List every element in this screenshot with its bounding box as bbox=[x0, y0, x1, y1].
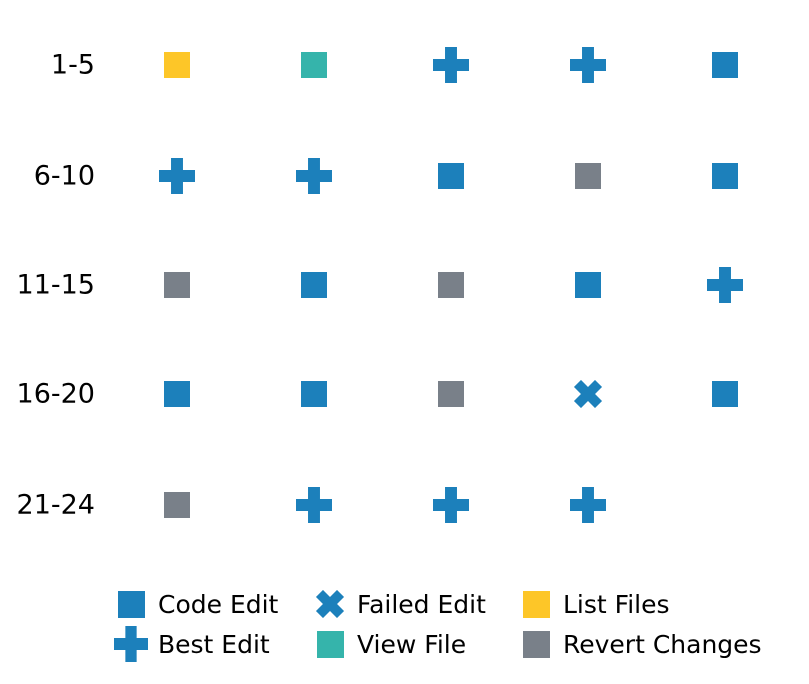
legend-label: Revert Changes bbox=[563, 629, 762, 659]
legend-handle bbox=[114, 584, 148, 624]
y-tick-label: 16-20 bbox=[16, 378, 95, 410]
revert-changes-marker-icon bbox=[438, 272, 464, 298]
code-edit-marker-icon bbox=[438, 163, 464, 189]
code-edit-marker-icon bbox=[301, 381, 327, 407]
legend-item-best-edit: Best Edit bbox=[114, 624, 313, 664]
legend-handle bbox=[313, 584, 347, 624]
legend-item-failed-edit: Failed Edit bbox=[313, 584, 519, 624]
list-files-marker-icon bbox=[164, 52, 190, 78]
list-files-marker-icon bbox=[522, 590, 550, 618]
revert-changes-marker-icon bbox=[164, 492, 190, 518]
best-edit-marker-icon bbox=[114, 626, 148, 662]
failed-edit-marker-icon bbox=[567, 373, 609, 415]
legend-handle bbox=[519, 624, 553, 664]
legend-item-code-edit: Code Edit bbox=[114, 584, 313, 624]
legend-label: Failed Edit bbox=[357, 589, 486, 619]
code-edit-marker-icon bbox=[712, 163, 738, 189]
code-edit-marker-icon bbox=[712, 52, 738, 78]
revert-changes-marker-icon bbox=[522, 630, 550, 658]
revert-changes-marker-icon bbox=[164, 272, 190, 298]
legend-label: View File bbox=[357, 629, 467, 659]
best-edit-marker-icon bbox=[296, 158, 332, 194]
legend-handle bbox=[114, 624, 148, 664]
code-edit-marker-icon bbox=[712, 381, 738, 407]
y-tick-label: 21-24 bbox=[16, 489, 95, 521]
legend-label: List Files bbox=[563, 589, 670, 619]
legend-item-view-file: View File bbox=[313, 624, 519, 664]
code-edit-marker-icon bbox=[301, 272, 327, 298]
view-file-marker-icon bbox=[316, 630, 344, 658]
y-tick-label: 11-15 bbox=[16, 269, 95, 301]
legend-handle bbox=[519, 584, 553, 624]
legend: Code Edit Best Edit Failed Edit View File Li… bbox=[114, 584, 762, 664]
code-edit-marker-icon bbox=[575, 272, 601, 298]
y-tick-label: 6-10 bbox=[33, 160, 95, 192]
legend-label: Code Edit bbox=[158, 589, 279, 619]
best-edit-marker-icon bbox=[159, 158, 195, 194]
y-tick-label: 1-5 bbox=[50, 49, 95, 81]
legend-item-revert-changes: Revert Changes bbox=[519, 624, 762, 664]
best-edit-marker-icon bbox=[433, 487, 469, 523]
best-edit-marker-icon bbox=[433, 47, 469, 83]
failed-edit-marker-icon bbox=[309, 583, 351, 625]
best-edit-marker-icon bbox=[570, 487, 606, 523]
legend-item-list-files: List Files bbox=[519, 584, 762, 624]
best-edit-marker-icon bbox=[570, 47, 606, 83]
legend-handle bbox=[313, 624, 347, 664]
view-file-marker-icon bbox=[301, 52, 327, 78]
code-edit-marker-icon bbox=[164, 381, 190, 407]
revert-changes-marker-icon bbox=[575, 163, 601, 189]
legend-label: Best Edit bbox=[158, 629, 270, 659]
revert-changes-marker-icon bbox=[438, 381, 464, 407]
best-edit-marker-icon bbox=[296, 487, 332, 523]
code-edit-marker-icon bbox=[117, 590, 145, 618]
best-edit-marker-icon bbox=[707, 267, 743, 303]
